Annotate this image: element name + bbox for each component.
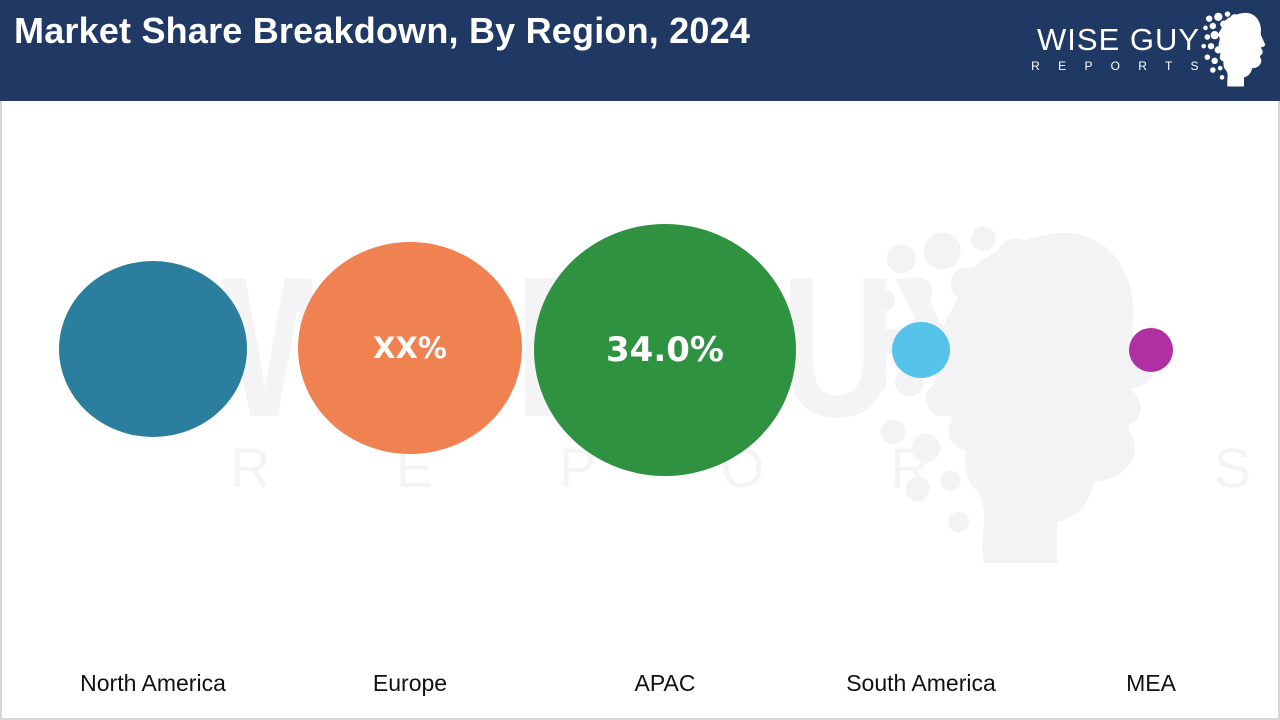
logo-text-block: WISE GUY R E P O R T S: [1031, 22, 1206, 73]
logo-head-icon: [1200, 8, 1266, 88]
category-label-north-america: North America: [80, 670, 226, 696]
logo-wordmark: WISE GUY: [1037, 22, 1201, 58]
bubble-apac: 34.0%: [534, 224, 796, 476]
watermark-head-icon: [848, 218, 1168, 563]
bubble-value-label-apac: 34.0%: [606, 330, 724, 370]
wiseguy-logo: WISE GUY R E P O R T S: [1031, 8, 1266, 88]
page-title: Market Share Breakdown, By Region, 2024: [14, 10, 751, 51]
bubble-south-america: [892, 322, 950, 378]
header-bar: Market Share Breakdown, By Region, 2024 …: [0, 0, 1280, 101]
category-label-south-america: South America: [846, 670, 996, 696]
bubble-mea: [1129, 328, 1173, 372]
bubble-europe: XX%: [298, 242, 522, 454]
category-label-mea: MEA: [1126, 670, 1176, 696]
bubble-value-label-europe: XX%: [373, 331, 447, 365]
category-label-apac: APAC: [634, 670, 696, 696]
bubble-north-america: [59, 261, 247, 437]
category-label-europe: Europe: [372, 670, 448, 696]
logo-subtext: R E P O R T S: [1031, 58, 1206, 73]
